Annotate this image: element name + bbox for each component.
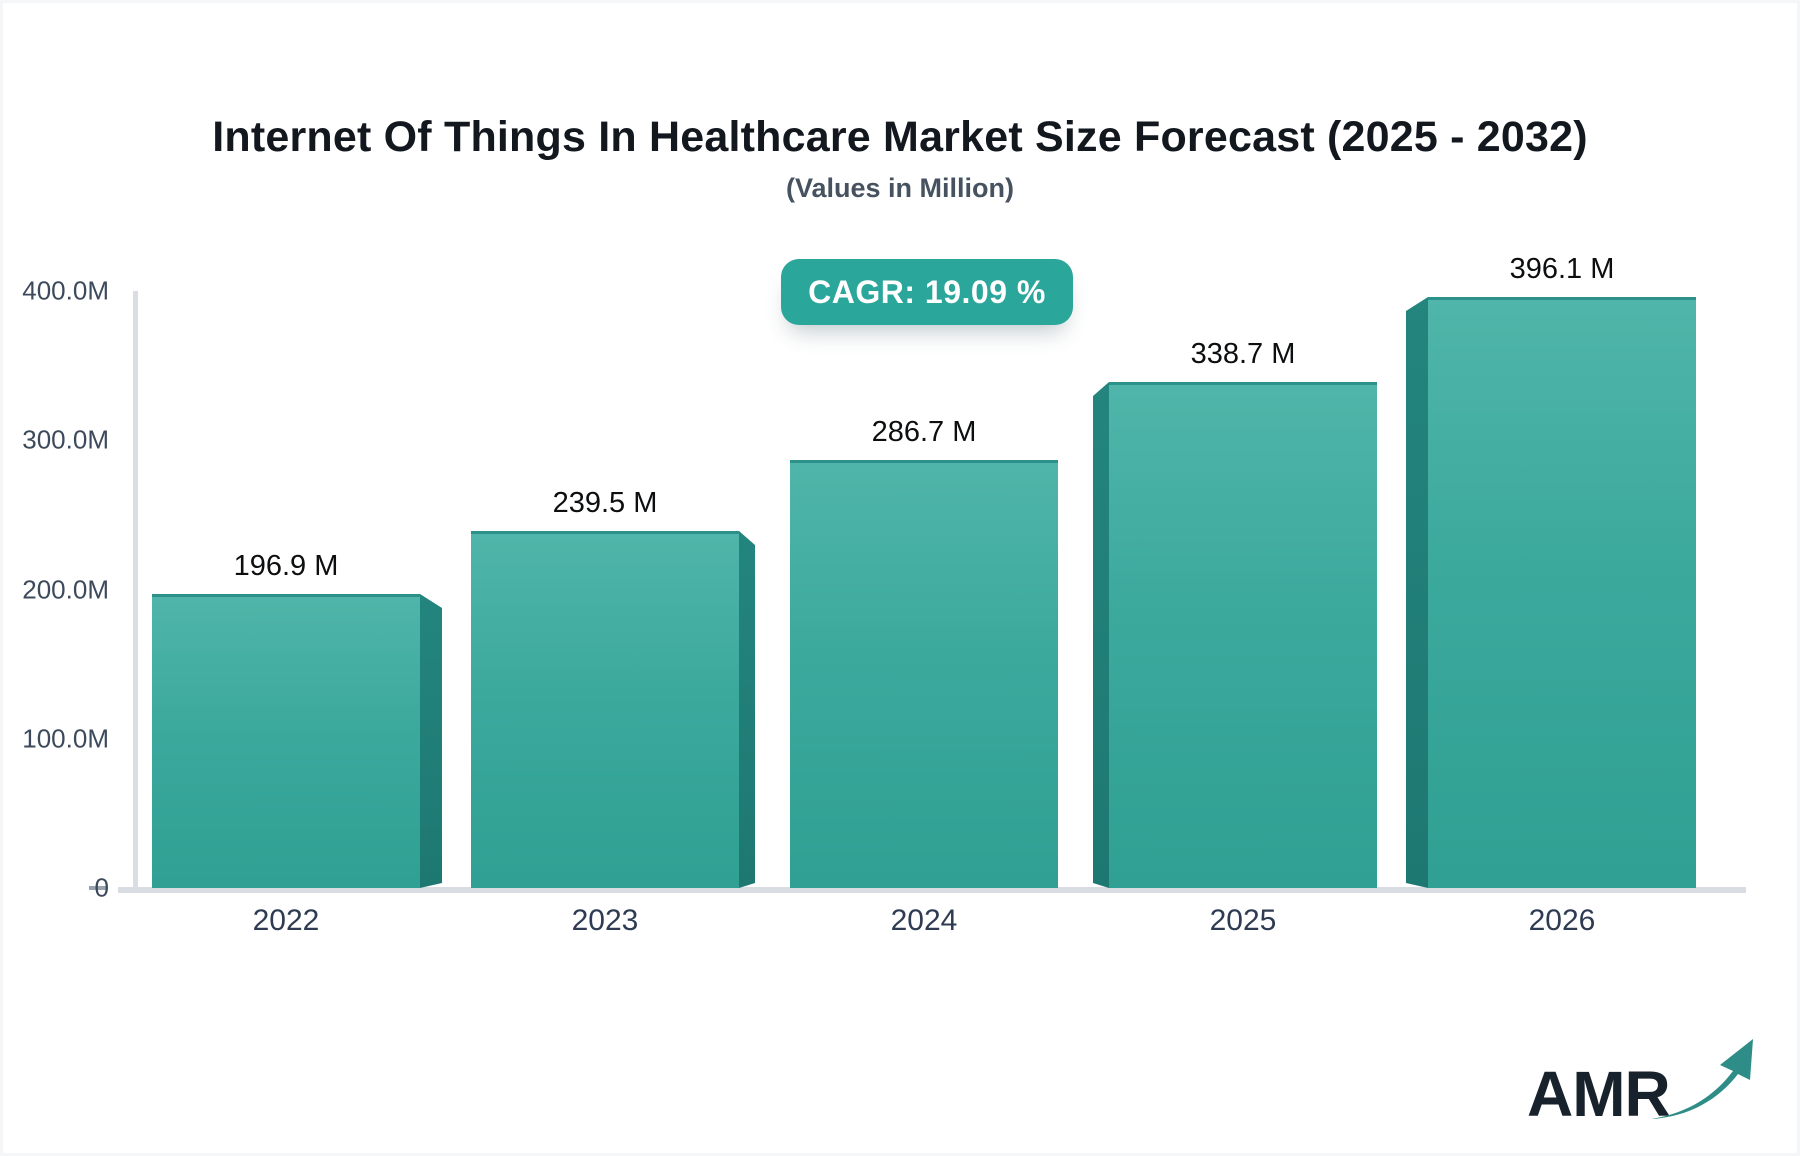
amr-logo: AMR: [1527, 1035, 1767, 1139]
y-tick-label: 400.0M: [22, 275, 109, 306]
bar-value-label: 396.1 M: [1509, 253, 1615, 285]
bar-value-label: 196.9 M: [233, 550, 339, 582]
bar-value-label: 338.7 M: [1190, 338, 1296, 370]
growth-arrow-icon: [1651, 1039, 1753, 1119]
y-tick-label: 200.0M: [22, 574, 109, 605]
plot-area: 0 100.0M 200.0M 300.0M 400.0M 196.9 M 2022 239.…: [3, 3, 1797, 1153]
zero-tick-mark: [89, 886, 106, 890]
x-axis-label: 2023: [571, 904, 639, 937]
chart-title: Internet Of Things In Healthcare Market …: [212, 113, 1588, 161]
bar-side-face: [1406, 297, 1428, 888]
bar-value-label: 286.7 M: [871, 416, 977, 448]
x-axis-label: 2025: [1209, 904, 1277, 937]
bar-2026: [1428, 297, 1696, 888]
x-axis-label: 2022: [252, 904, 320, 937]
bar-side-face: [1093, 382, 1109, 888]
y-tick-label: 0: [94, 872, 109, 903]
bar-face: [790, 460, 1058, 888]
bar-face: [471, 531, 739, 888]
bar-face: [1428, 297, 1696, 888]
bar-value-label: 239.5 M: [552, 487, 658, 519]
bar-side-face: [420, 594, 442, 888]
chart-subtitle: (Values in Million): [785, 173, 1015, 203]
bar-2024: [790, 460, 1058, 888]
bar-2023: [471, 531, 739, 888]
bar-2025: [1109, 382, 1377, 888]
bar-face: [152, 594, 420, 888]
y-tick-label: 100.0M: [22, 723, 109, 754]
amr-logo-text: AMR: [1527, 1058, 1671, 1130]
x-axis-baseline: [118, 887, 1746, 893]
bar-face: [1109, 382, 1377, 888]
y-tick-label: 300.0M: [22, 424, 109, 455]
bar-side-face: [739, 531, 755, 888]
x-axis-label: 2024: [890, 904, 958, 937]
x-axis-label: 2026: [1528, 904, 1596, 937]
cagr-badge: CAGR: 19.09 %: [781, 259, 1073, 325]
bar-2022: [152, 594, 420, 888]
y-axis-line: [133, 291, 138, 893]
